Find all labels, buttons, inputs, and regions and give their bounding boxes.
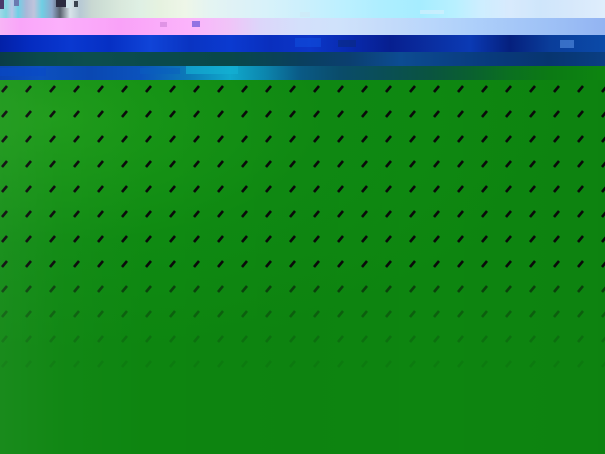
accent-band[interactable] xyxy=(0,18,605,35)
diagonal-slash-glyph-grid xyxy=(0,80,605,370)
green-canvas[interactable] xyxy=(0,80,605,454)
titlebar-band[interactable] xyxy=(0,35,605,52)
canvas-shading-overlay xyxy=(0,80,605,454)
toolbar-band[interactable] xyxy=(0,0,605,18)
transition-band xyxy=(0,66,605,80)
subbar-band[interactable] xyxy=(0,52,605,66)
